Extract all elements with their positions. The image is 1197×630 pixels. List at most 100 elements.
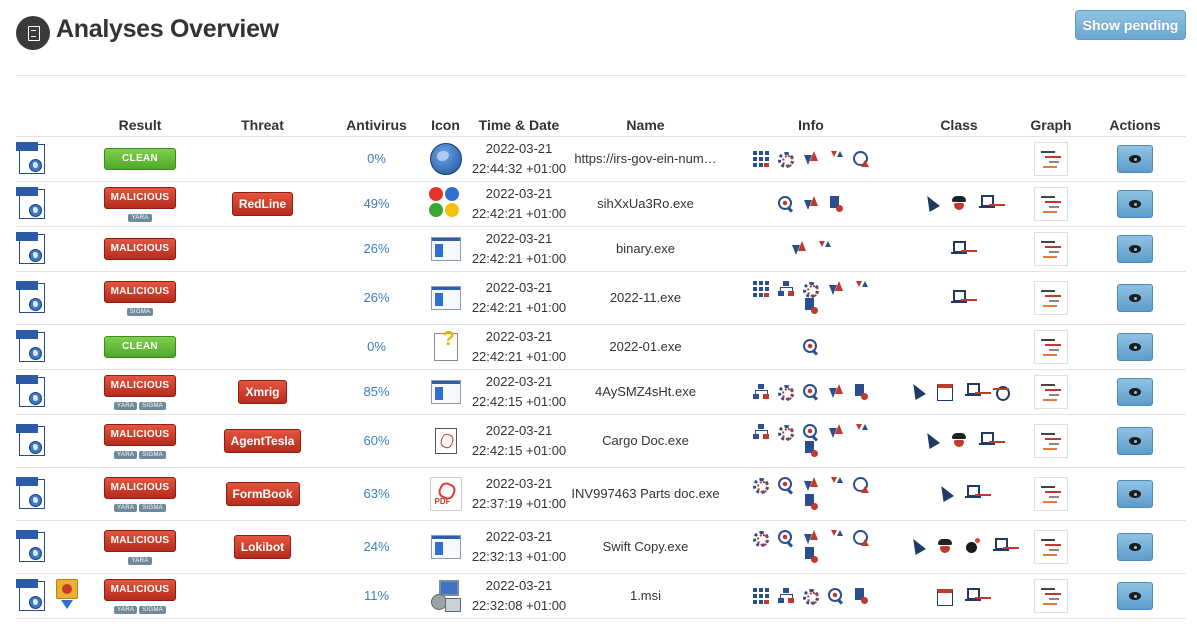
graph-thumbnail-icon[interactable] — [1034, 374, 1068, 409]
table-row[interactable]: MALICIOUS YARA SIGMA AgentTesla 60% 2022-03-2… — [16, 413, 1186, 467]
table-row[interactable]: CLEAN 0% 2022-03-21 22:44:32 +01:00 https://… — [16, 135, 1186, 181]
exe-file-icon — [430, 285, 461, 310]
table-row[interactable]: MALICIOUS YARA SIGMA Xmrig 85% 2022-03-21 22:4… — [16, 368, 1186, 414]
table-row[interactable]: MALICIOUS YARA Lokibot 24% 2022-03-21 22:32:1… — [16, 519, 1186, 573]
threat-cell — [194, 572, 331, 619]
verdict-badge[interactable]: MALICIOUS — [104, 375, 176, 397]
verdict-badge[interactable]: MALICIOUS — [104, 237, 176, 260]
view-analysis-button[interactable] — [1117, 234, 1153, 263]
threat-badge[interactable]: FormBook — [225, 481, 300, 506]
html-report-icon[interactable] — [16, 232, 47, 265]
view-analysis-button[interactable] — [1117, 479, 1153, 508]
view-analysis-button[interactable] — [1117, 426, 1153, 455]
table-row[interactable]: MALICIOUS YARA RedLine 49% 2022-03-21 22:42:2… — [16, 180, 1186, 226]
verdict-badge[interactable]: MALICIOUS — [104, 424, 176, 446]
inspect-icon — [778, 477, 794, 493]
class-cell — [900, 572, 1018, 619]
class-icons — [904, 484, 1014, 503]
view-analysis-button[interactable] — [1117, 189, 1153, 218]
threat-cell — [194, 323, 331, 369]
html-report-icon[interactable] — [16, 142, 47, 175]
source-cell — [16, 135, 86, 181]
network-transfer-icon — [803, 530, 819, 546]
threat-badge[interactable]: AgentTesla — [223, 428, 302, 453]
antivirus-score-link[interactable]: 85% — [363, 384, 390, 399]
process-grid-icon — [753, 150, 769, 167]
table-row[interactable]: MALICIOUS YARA SIGMA 11% 2022-03-21 22:32:08 … — [16, 572, 1186, 619]
html-report-icon[interactable] — [16, 477, 47, 510]
result-cell: CLEAN — [86, 323, 194, 369]
unknown-file-icon — [433, 328, 458, 361]
antivirus-score-link[interactable]: 63% — [363, 486, 390, 501]
html-report-icon[interactable] — [16, 330, 47, 363]
verdict-badge[interactable]: MALICIOUS — [104, 187, 176, 209]
source-cell — [16, 519, 86, 573]
source-cell — [16, 413, 86, 467]
inspect-icon — [778, 195, 794, 212]
graph-cell — [1018, 270, 1084, 324]
show-pending-button[interactable]: Show pending — [1075, 10, 1186, 40]
gears-icon — [753, 530, 769, 547]
graph-thumbnail-icon[interactable] — [1034, 280, 1068, 315]
antivirus-score-link[interactable]: 11% — [363, 588, 390, 603]
pdf-file-icon: PDF — [429, 476, 462, 511]
verdict-badge[interactable]: CLEAN — [104, 335, 176, 358]
class-cell — [900, 368, 1018, 414]
table-row[interactable]: MALICIOUS YARA SIGMA FormBook 63% PDF 2022-03-… — [16, 466, 1186, 520]
exe-file-icon — [430, 534, 461, 559]
pdf-label: PDF — [434, 496, 451, 506]
gears-icon — [803, 281, 819, 298]
rule-tag-yara: YARA — [128, 557, 152, 565]
verdict-badge[interactable]: MALICIOUS — [104, 579, 176, 601]
verdict-badge[interactable]: MALICIOUS — [104, 530, 176, 552]
antivirus-score-link[interactable]: 49% — [363, 196, 390, 211]
view-analysis-button[interactable] — [1117, 332, 1153, 361]
threat-badge[interactable]: Lokibot — [233, 534, 292, 559]
info-icons — [742, 240, 880, 257]
graph-thumbnail-icon[interactable] — [1034, 578, 1068, 613]
html-report-icon[interactable] — [16, 424, 47, 457]
header-result: Result — [118, 116, 162, 133]
graph-thumbnail-icon[interactable] — [1034, 423, 1068, 458]
graph-thumbnail-icon[interactable] — [1034, 329, 1068, 364]
file-icon-cell — [422, 180, 469, 226]
html-report-icon[interactable] — [16, 281, 47, 314]
antivirus-score-link[interactable]: 24% — [363, 539, 390, 554]
html-report-icon[interactable] — [16, 375, 47, 408]
datetime-cell: 2022-03-21 22:37:19 +01:00 — [469, 466, 569, 520]
view-analysis-button[interactable] — [1117, 144, 1153, 173]
antivirus-score-link[interactable]: 60% — [363, 433, 390, 448]
html-report-icon[interactable] — [16, 579, 47, 612]
actions-cell — [1084, 225, 1186, 271]
antivirus-score-link[interactable]: 0% — [367, 151, 386, 166]
threat-badge[interactable]: Xmrig — [238, 379, 287, 404]
table-row[interactable]: MALICIOUS SIGMA 26% 2022-03-21 22:42:21 +01:… — [16, 270, 1186, 324]
antivirus-score-link[interactable]: 26% — [363, 290, 390, 305]
graph-thumbnail-icon[interactable] — [1034, 186, 1068, 221]
antivirus-cell: 26% — [331, 225, 422, 271]
graph-thumbnail-icon[interactable] — [1034, 529, 1068, 564]
analysis-date: 2022-03-21 — [485, 373, 553, 389]
exe-file-icon — [430, 236, 461, 261]
analysis-date: 2022-03-21 — [485, 422, 553, 438]
antivirus-score-link[interactable]: 26% — [363, 241, 390, 256]
graph-thumbnail-icon[interactable] — [1034, 476, 1068, 511]
verdict-badge[interactable]: MALICIOUS — [104, 281, 176, 303]
view-analysis-button[interactable] — [1117, 581, 1153, 610]
html-report-icon[interactable] — [16, 187, 47, 220]
threat-badge[interactable]: RedLine — [231, 191, 294, 216]
view-analysis-button[interactable] — [1117, 283, 1153, 312]
table-row[interactable]: MALICIOUS 26% 2022-03-21 22:42:21 +01:00 bin… — [16, 225, 1186, 271]
archive-download-icon[interactable] — [55, 579, 80, 612]
view-analysis-button[interactable] — [1117, 377, 1153, 406]
graph-thumbnail-icon[interactable] — [1034, 141, 1068, 176]
view-analysis-button[interactable] — [1117, 532, 1153, 561]
network-transfer-icon — [803, 195, 819, 212]
antivirus-cell: 49% — [331, 180, 422, 226]
graph-thumbnail-icon[interactable] — [1034, 231, 1068, 266]
html-report-icon[interactable] — [16, 530, 47, 563]
antivirus-score-link[interactable]: 0% — [367, 339, 386, 354]
table-row[interactable]: CLEAN 0% 2022-03-21 22:42:21 +01:002022-01.… — [16, 323, 1186, 369]
verdict-badge[interactable]: CLEAN — [104, 147, 176, 170]
verdict-badge[interactable]: MALICIOUS — [104, 477, 176, 499]
